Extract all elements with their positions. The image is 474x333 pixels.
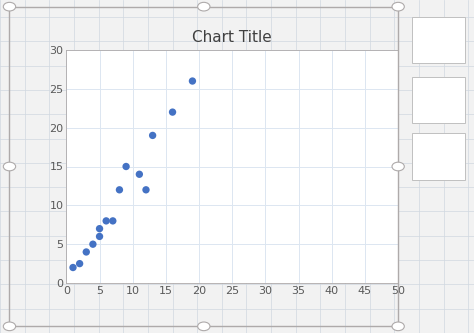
- Text: ⊽: ⊽: [433, 150, 444, 164]
- Point: [89, 241, 97, 247]
- Point: [116, 187, 123, 192]
- Point: [102, 218, 110, 223]
- Point: [189, 78, 196, 84]
- Point: [169, 110, 176, 115]
- Point: [142, 187, 150, 192]
- Point: [96, 226, 103, 231]
- Point: [82, 249, 90, 255]
- Point: [69, 265, 77, 270]
- Text: +: +: [430, 30, 447, 50]
- Text: ✏: ✏: [433, 93, 444, 107]
- Point: [136, 171, 143, 177]
- Point: [76, 261, 83, 266]
- Point: [96, 234, 103, 239]
- Point: [109, 218, 117, 223]
- Point: [122, 164, 130, 169]
- Point: [149, 133, 156, 138]
- Title: Chart Title: Chart Title: [192, 30, 272, 45]
